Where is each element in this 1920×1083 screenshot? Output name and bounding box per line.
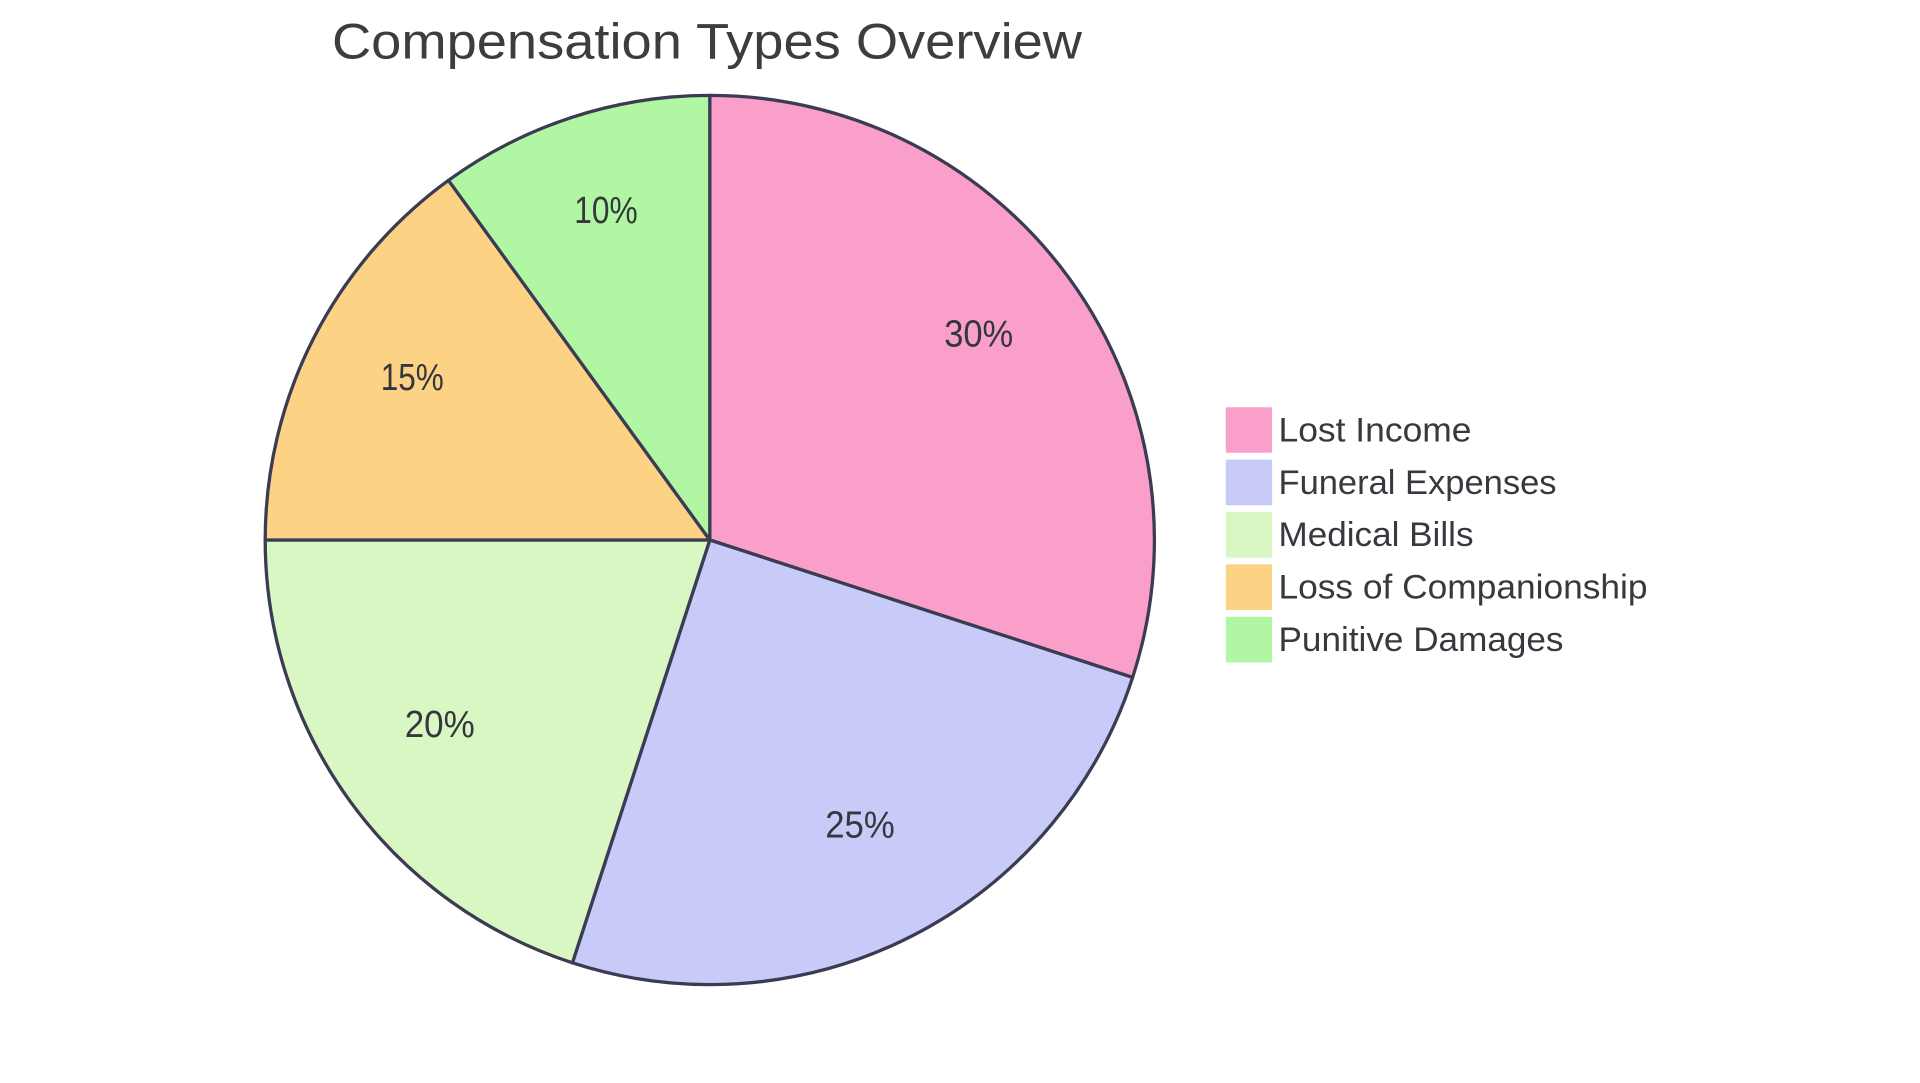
svg-text:Loss of Companionship: Loss of Companionship [1279,569,1648,607]
svg-text:10%: 10% [574,190,637,232]
svg-text:15%: 15% [381,357,444,399]
svg-text:Funeral Expenses: Funeral Expenses [1279,464,1557,502]
svg-text:Compensation Types Overview: Compensation Types Overview [332,13,1083,69]
svg-text:Lost Income: Lost Income [1279,411,1472,449]
svg-text:Punitive Damages: Punitive Damages [1279,621,1564,659]
svg-text:Medical Bills: Medical Bills [1279,516,1474,554]
svg-text:30%: 30% [944,314,1013,356]
svg-text:20%: 20% [405,704,475,746]
svg-text:25%: 25% [825,805,895,847]
